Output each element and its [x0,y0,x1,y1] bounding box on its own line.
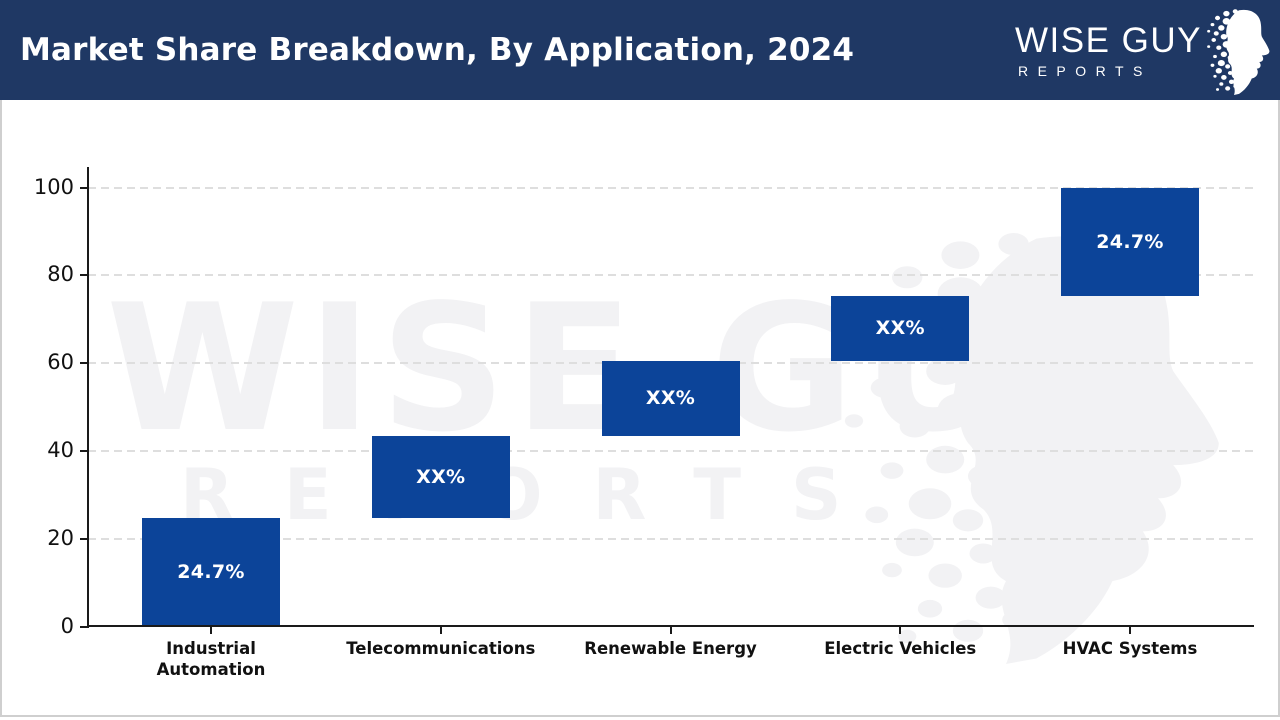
y-axis-tick [80,274,88,277]
y-axis-tick [80,186,88,189]
x-axis-tick [1129,627,1131,634]
y-gridline [88,537,1254,540]
x-axis-category-label: Industrial Automation [156,638,266,679]
x-axis-category-label: Electric Vehicles [824,638,977,658]
y-axis-tick-label: 20 [47,525,74,550]
y-axis-tick [80,449,88,452]
y-axis-tick-label: 100 [33,174,74,199]
y-axis-tick-label: 40 [47,437,74,462]
x-axis-category-label: Renewable Energy [584,638,757,658]
x-axis-tick [899,627,902,634]
waterfall-bar-1: 24.7% [142,518,280,627]
frame-bottom-border [0,715,1280,717]
bar-value-label: 24.7% [1096,230,1164,253]
x-axis-category-label: Telecommunications [346,638,536,658]
bar-value-label: 24.7% [177,561,245,584]
waterfall-bar-5: 24.7% [1061,187,1199,296]
y-axis-tick [80,362,88,365]
y-axis-tick [80,625,88,628]
y-axis-tick-label: 0 [60,613,74,638]
chart-title: Market Share Breakdown, By Application, … [20,32,855,68]
bar-value-label: XX% [416,466,466,488]
logo-subtitle: REPORTS [1017,62,1152,79]
y-axis-tick [80,537,88,540]
wise-guy-reports-logo: WISE GUY REPORTS [1015,6,1272,96]
y-axis-line [87,167,89,628]
frame-right-border [1278,100,1280,717]
waterfall-bar-3: XX% [601,360,740,436]
header-bar: Market Share Breakdown, By Application, … [0,0,1280,100]
y-axis-tick-label: 80 [47,262,74,287]
x-axis-category-label: HVAC Systems [1062,638,1198,658]
bar-value-label: XX% [645,387,696,410]
bar-value-label: XX% [875,317,925,340]
waterfall-bar-4: XX% [831,295,970,361]
logo-head-icon [1196,7,1272,95]
frame-left-border [0,100,2,717]
x-axis-tick [669,627,672,634]
logo-text: WISE GUY REPORTS [1014,21,1202,79]
x-axis-tick [439,627,442,634]
y-gridline [88,449,1254,452]
x-axis-tick [210,627,212,634]
y-gridline [88,186,1254,189]
watermark-reports-text: REPORTS [180,454,892,536]
y-axis-tick-label: 60 [47,350,74,375]
logo-name: WISE GUY [1014,21,1202,61]
y-gridline [88,274,1254,277]
waterfall-bar-2: XX% [371,435,510,519]
x-axis-line [87,625,1254,627]
